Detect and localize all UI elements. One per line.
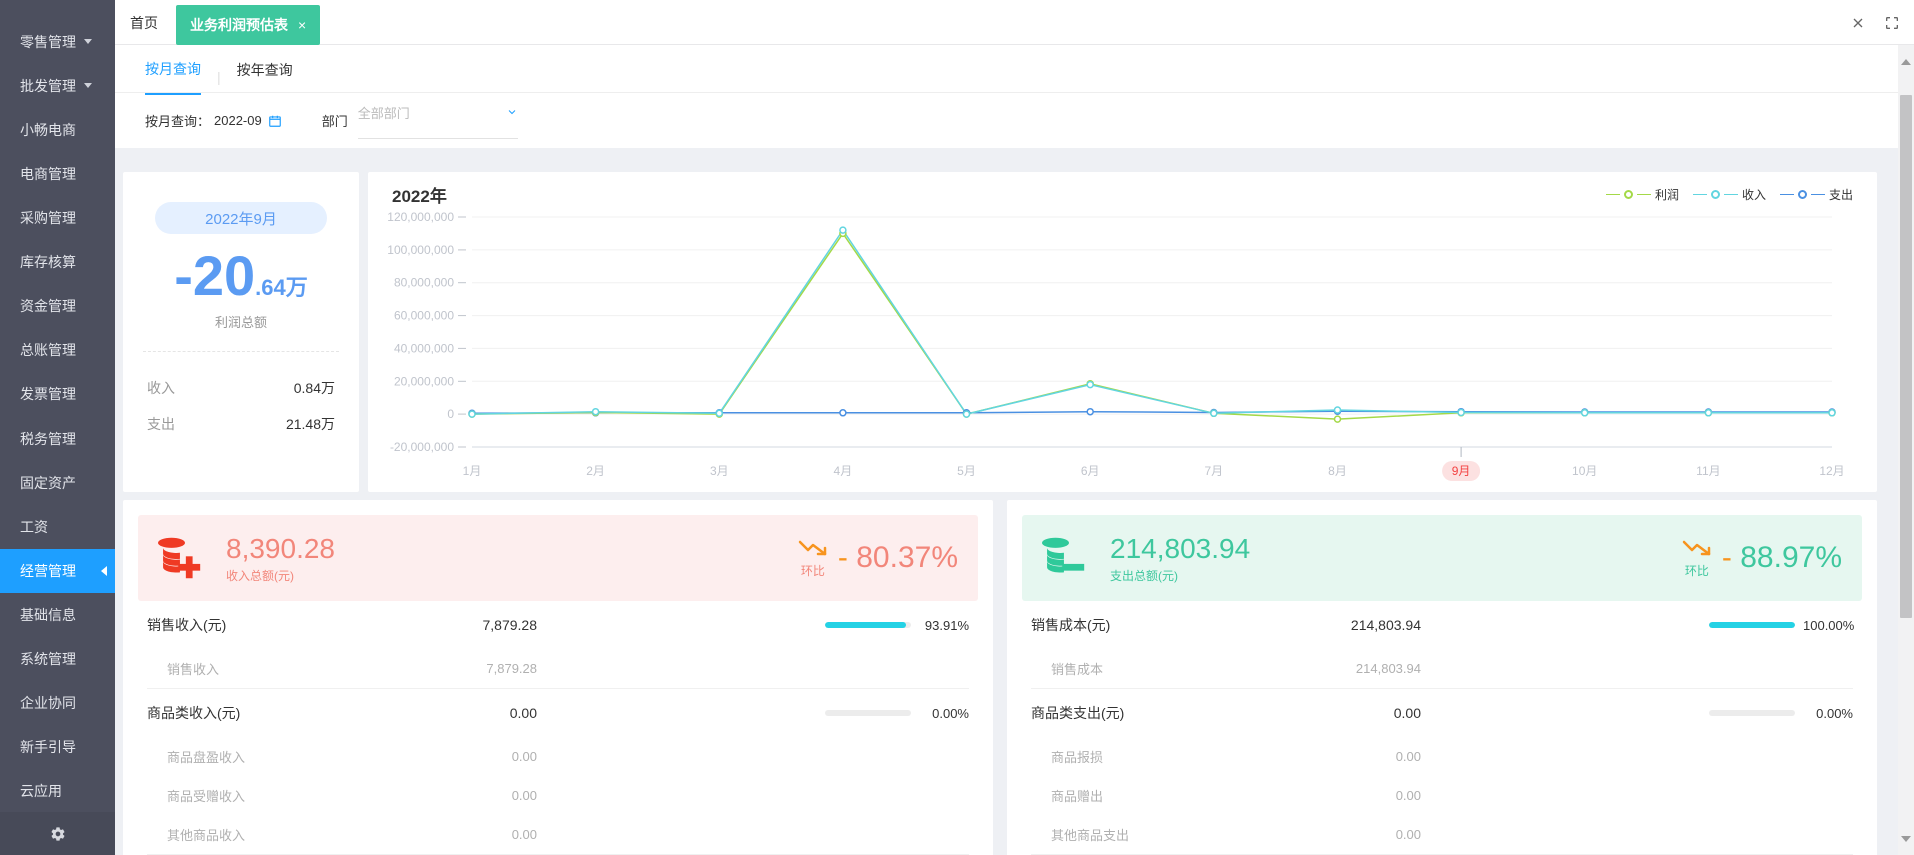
svg-text:12月: 12月	[1819, 464, 1844, 478]
svg-text:10月: 10月	[1572, 464, 1597, 478]
svg-text:60,000,000: 60,000,000	[394, 309, 454, 323]
svg-text:120,000,000: 120,000,000	[387, 210, 454, 224]
svg-text:7月: 7月	[1204, 464, 1223, 478]
svg-text:11月: 11月	[1696, 464, 1720, 478]
svg-text:5月: 5月	[957, 464, 976, 478]
svg-text:1月: 1月	[463, 464, 482, 478]
svg-text:2月: 2月	[586, 464, 605, 478]
svg-text:3月: 3月	[710, 464, 729, 478]
svg-text:-20,000,000: -20,000,000	[390, 440, 454, 454]
svg-text:8月: 8月	[1328, 464, 1347, 478]
svg-text:20,000,000: 20,000,000	[394, 374, 454, 388]
svg-text:6月: 6月	[1081, 464, 1100, 478]
svg-text:40,000,000: 40,000,000	[394, 341, 454, 355]
svg-text:80,000,000: 80,000,000	[394, 276, 454, 290]
svg-text:0: 0	[447, 407, 454, 421]
svg-text:100,000,000: 100,000,000	[387, 243, 454, 257]
svg-text:9月: 9月	[1452, 464, 1471, 478]
svg-text:4月: 4月	[834, 464, 853, 478]
